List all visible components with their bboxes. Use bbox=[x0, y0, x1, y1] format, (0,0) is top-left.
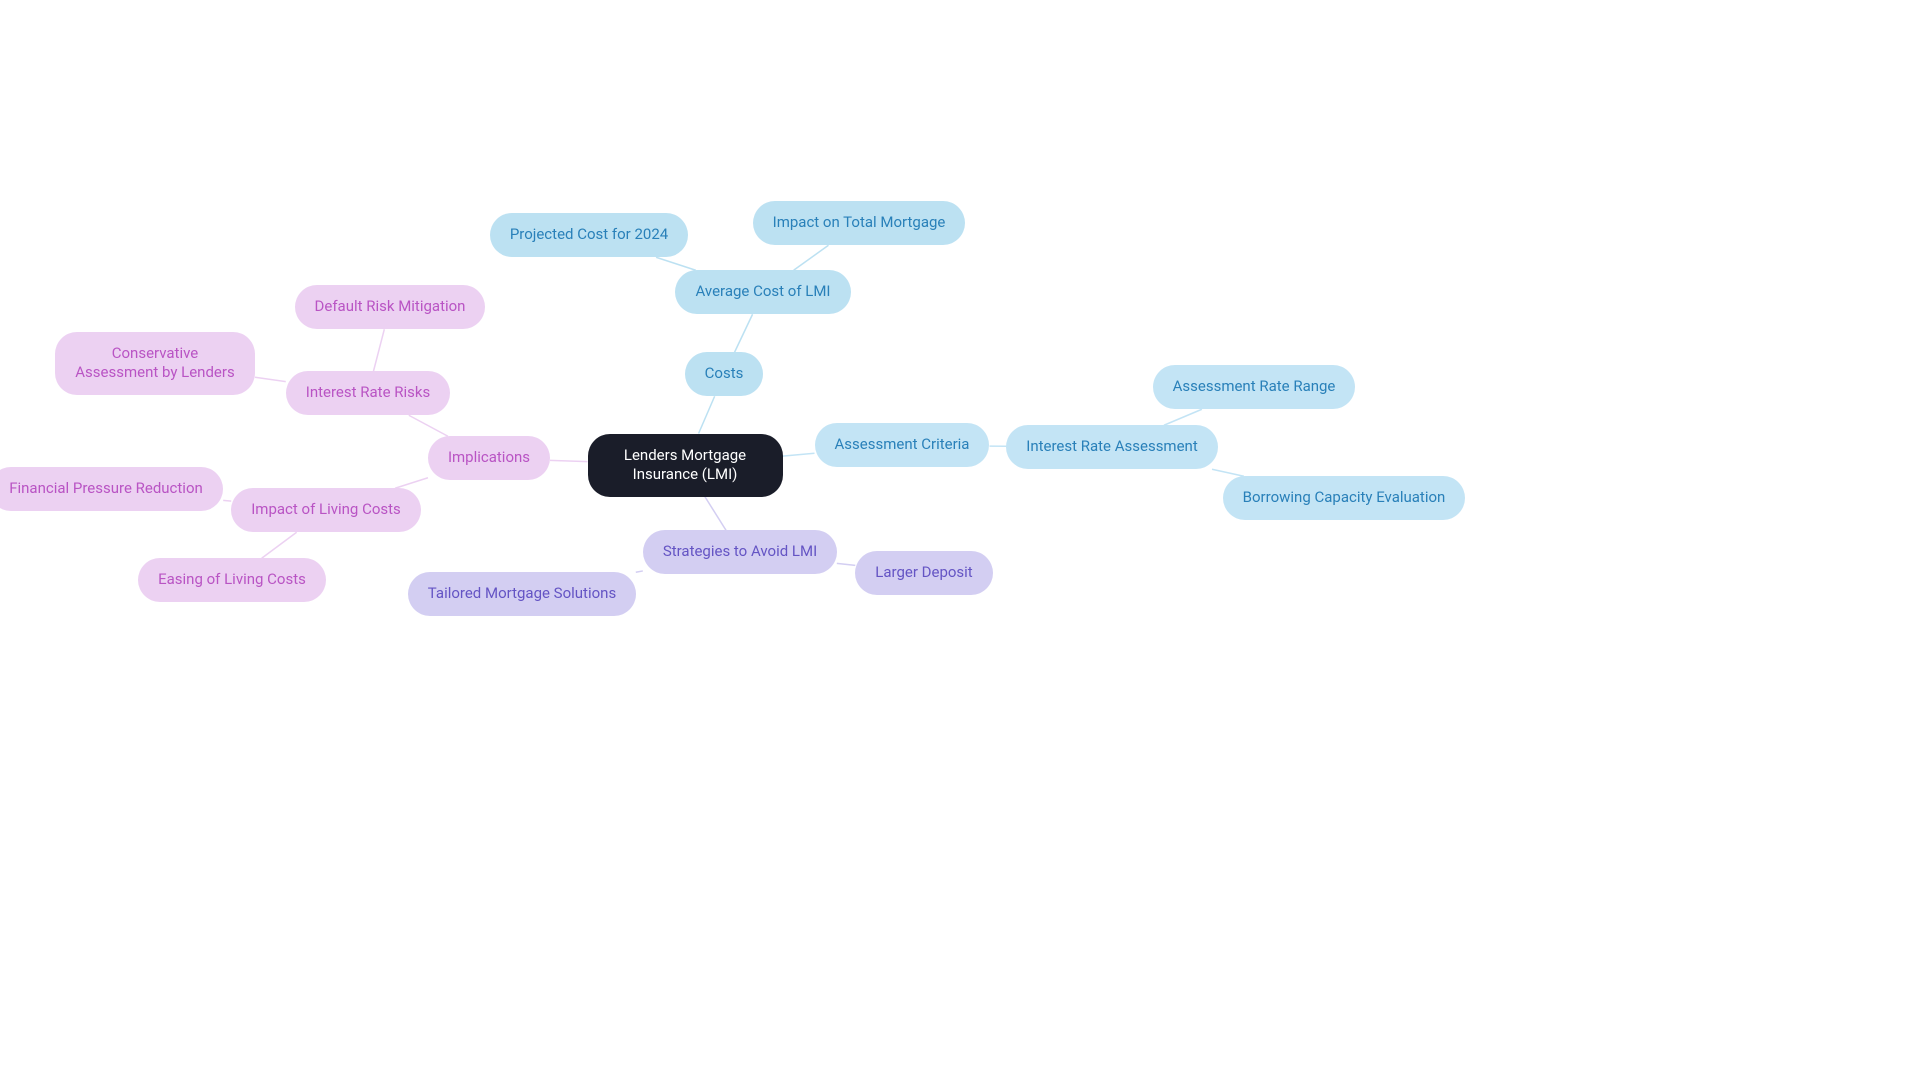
node-easing: Easing of Living Costs bbox=[138, 558, 326, 602]
node-avg_cost: Average Cost of LMI bbox=[675, 270, 850, 314]
node-default_risk: Default Risk Mitigation bbox=[295, 285, 486, 329]
node-impact_mortgage: Impact on Total Mortgage bbox=[753, 201, 966, 245]
node-larger_deposit: Larger Deposit bbox=[855, 551, 992, 595]
edge-interest_assess-borrowing bbox=[1212, 469, 1244, 476]
node-tailored: Tailored Mortgage Solutions bbox=[408, 572, 636, 616]
edge-root-strategies bbox=[705, 497, 726, 531]
edge-living_costs-financial_pressure bbox=[223, 500, 231, 501]
node-assessment: Assessment Criteria bbox=[815, 423, 990, 467]
edge-living_costs-easing bbox=[262, 532, 297, 558]
node-projected: Projected Cost for 2024 bbox=[490, 213, 688, 257]
node-implications: Implications bbox=[428, 436, 550, 480]
edge-interest_risks-conservative bbox=[255, 377, 286, 381]
edge-interest_risks-default_risk bbox=[373, 329, 384, 371]
node-strategies: Strategies to Avoid LMI bbox=[643, 530, 837, 574]
node-interest_assess: Interest Rate Assessment bbox=[1006, 425, 1217, 469]
edge-root-implications bbox=[550, 460, 588, 461]
edge-root-assessment bbox=[783, 453, 815, 456]
node-living_costs: Impact of Living Costs bbox=[231, 488, 421, 532]
edge-implications-living_costs bbox=[395, 478, 428, 489]
edge-interest_assess-rate_range bbox=[1164, 409, 1202, 425]
edge-avg_cost-impact_mortgage bbox=[794, 245, 829, 270]
edge-strategies-larger_deposit bbox=[837, 563, 855, 565]
edge-layer bbox=[0, 0, 1920, 1083]
edge-strategies-tailored bbox=[636, 571, 643, 572]
edge-root-costs bbox=[699, 396, 715, 433]
node-financial_pressure: Financial Pressure Reduction bbox=[0, 467, 223, 511]
edge-avg_cost-projected bbox=[656, 257, 696, 270]
node-costs: Costs bbox=[685, 352, 764, 396]
node-interest_risks: Interest Rate Risks bbox=[286, 371, 450, 415]
node-rate_range: Assessment Rate Range bbox=[1153, 365, 1356, 409]
node-borrowing: Borrowing Capacity Evaluation bbox=[1223, 476, 1466, 520]
node-conservative: Conservative Assessment by Lenders bbox=[55, 332, 255, 395]
edge-costs-avg_cost bbox=[735, 314, 753, 352]
edge-implications-interest_risks bbox=[409, 415, 448, 436]
node-root: Lenders Mortgage Insurance (LMI) bbox=[588, 434, 783, 497]
